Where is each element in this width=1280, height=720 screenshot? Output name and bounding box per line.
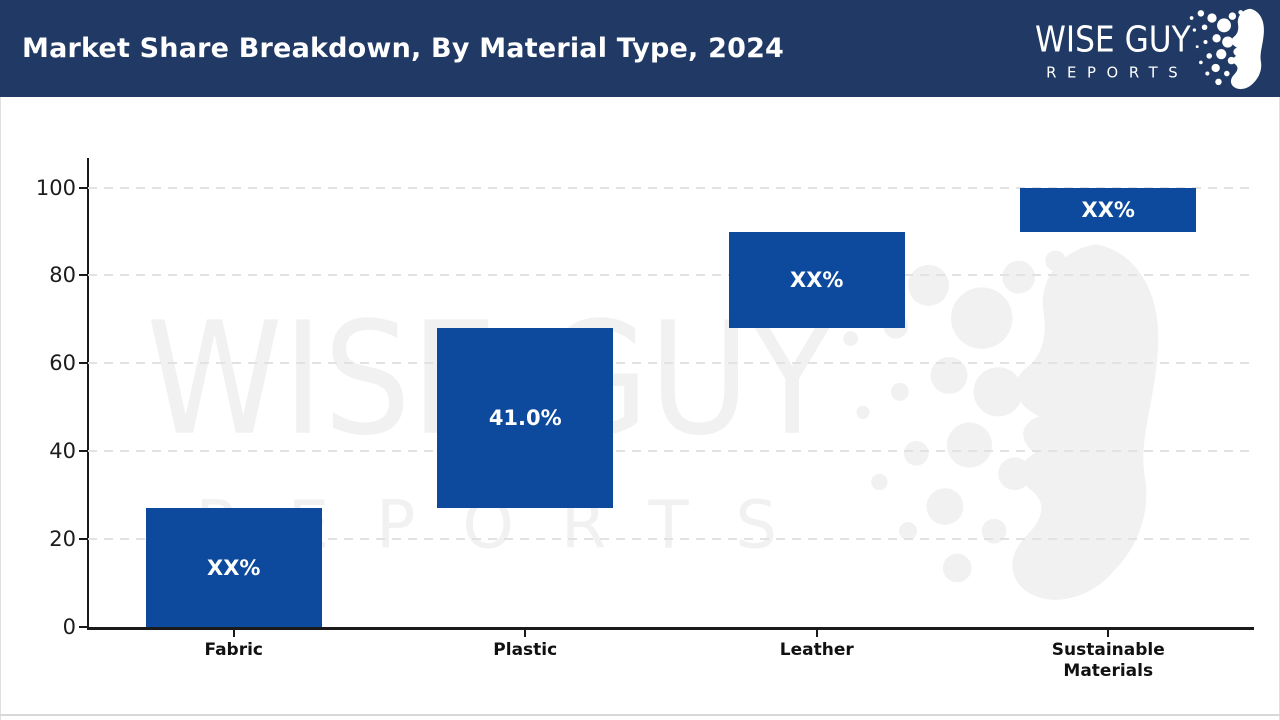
x-axis-spine [87, 627, 1254, 630]
bar-value-label: XX% [207, 555, 261, 580]
figure-border-left [0, 97, 1, 720]
bar-value-label: 41.0% [488, 406, 562, 431]
grid-line [88, 450, 1254, 453]
y-axis-spine [87, 158, 89, 629]
x-axis-tick [524, 630, 527, 637]
y-tick-label: 80 [49, 263, 76, 288]
x-axis-tick [232, 630, 235, 637]
x-tick-label: Plastic [493, 640, 558, 660]
y-axis-tick [79, 450, 87, 453]
y-tick-label: 60 [49, 351, 76, 376]
y-tick-label: 0 [62, 615, 76, 639]
bar-leather: XX% [728, 231, 905, 329]
x-tick-label: Leather [779, 640, 854, 660]
y-axis-tick [79, 362, 87, 365]
y-axis-tick [79, 274, 87, 277]
grid-line [88, 538, 1254, 541]
wiseguy-logo: WISE GUY REPORTS [1035, 8, 1264, 89]
y-tick-label: 20 [49, 527, 76, 552]
x-axis-tick [1107, 630, 1110, 637]
x-axis-tick [815, 630, 818, 637]
logo-line1: WISE GUY [1035, 19, 1191, 60]
y-axis-tick [79, 538, 87, 541]
y-axis-tick [79, 186, 87, 189]
bar-fabric: XX% [145, 508, 322, 627]
y-tick-label: 100 [35, 175, 76, 200]
grid-line [88, 186, 1254, 189]
bar-plastic: 41.0% [437, 328, 614, 509]
y-axis-tick [79, 626, 87, 628]
logo-face-icon [1189, 8, 1264, 89]
header-band: Market Share Breakdown, By Material Type… [0, 0, 1280, 97]
x-tick-label: Fabric [204, 640, 264, 660]
footer-rule [0, 714, 1280, 716]
x-tick-label: Sustainable Materials [1051, 640, 1165, 681]
y-tick-label: 40 [49, 439, 76, 464]
bar-sustainable-materials: XX% [1020, 187, 1197, 232]
bar-value-label: XX% [1081, 197, 1135, 222]
grid-line [88, 362, 1254, 365]
bar-value-label: XX% [790, 267, 844, 292]
wiseguy-logo-header: WISE GUY REPORTS [1030, 5, 1268, 93]
chart-title: Market Share Breakdown, By Material Type… [22, 33, 785, 64]
logo-line2: REPORTS [1046, 64, 1185, 81]
grid-line [88, 274, 1254, 277]
